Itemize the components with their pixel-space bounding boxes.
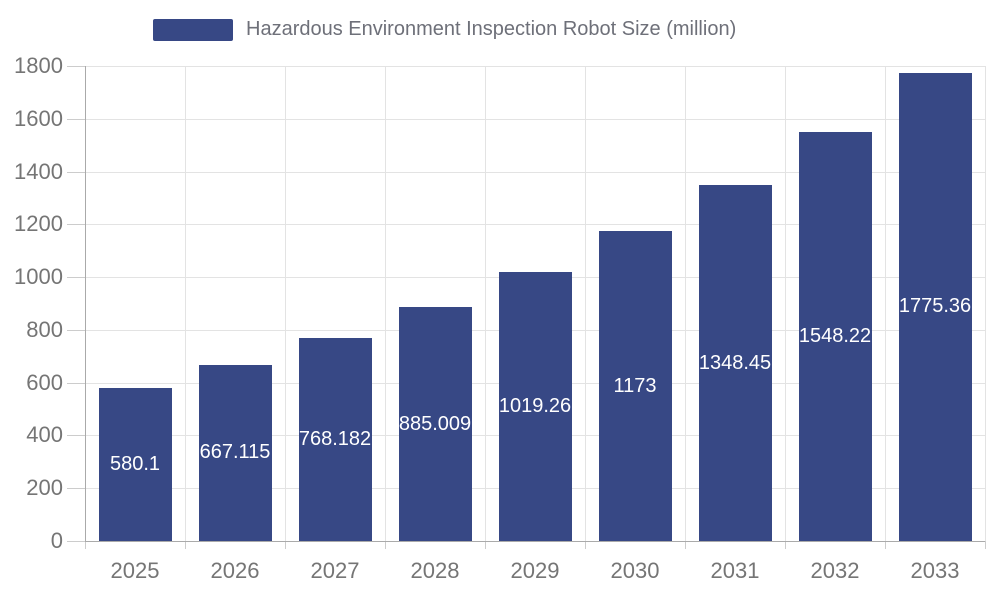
- x-axis-label: 2032: [810, 558, 860, 583]
- legend-item[interactable]: Hazardous Environment Inspection Robot S…: [153, 18, 736, 41]
- x-axis-tick: [285, 541, 286, 549]
- x-axis-tick: [885, 541, 886, 549]
- y-axis-tick: [67, 277, 85, 278]
- y-axis-label: 600: [26, 370, 63, 395]
- gridline-horizontal: [85, 172, 985, 173]
- x-axis-tick: [385, 541, 386, 549]
- y-axis-tick: [67, 541, 85, 542]
- y-axis-label: 1200: [14, 211, 63, 236]
- bar[interactable]: 1775.36: [898, 72, 972, 541]
- gridline-vertical: [985, 66, 986, 541]
- y-axis-label: 1600: [14, 106, 63, 131]
- y-axis-label: 800: [26, 317, 63, 342]
- y-axis-label: 200: [26, 475, 63, 500]
- bar-value-label: 1019.26: [498, 395, 572, 417]
- x-axis-label: 2030: [610, 558, 660, 583]
- gridline-horizontal: [85, 66, 985, 67]
- gridline-vertical: [285, 66, 286, 541]
- gridline-vertical: [585, 66, 586, 541]
- gridline-vertical: [685, 66, 686, 541]
- x-axis-label: 2025: [110, 558, 160, 583]
- x-axis-tick: [785, 541, 786, 549]
- bar-value-label: 667.115: [199, 441, 271, 464]
- gridline-vertical: [485, 66, 486, 541]
- y-axis-tick: [67, 224, 85, 225]
- bar-value-label: 1173: [613, 374, 657, 397]
- y-axis-label: 400: [26, 422, 63, 447]
- y-axis-label: 0: [50, 528, 63, 553]
- x-axis-label: 2027: [310, 558, 360, 583]
- bar[interactable]: 1019.26: [498, 272, 572, 541]
- y-axis-tick: [67, 330, 85, 331]
- x-axis-tick: [985, 541, 986, 549]
- x-axis-tick: [85, 541, 86, 549]
- x-axis-tick: [585, 541, 586, 549]
- gridline-horizontal: [85, 224, 985, 225]
- x-axis-label: 2033: [910, 558, 960, 583]
- gridline-vertical: [885, 66, 886, 541]
- x-axis-tick: [185, 541, 186, 549]
- legend-swatch: [153, 18, 233, 41]
- y-axis-tick: [67, 435, 85, 436]
- y-axis-label: 1400: [14, 159, 63, 184]
- bar-value-label: 1775.36: [898, 295, 972, 318]
- bar[interactable]: 1548.22: [798, 132, 872, 541]
- y-axis-line: [85, 66, 86, 541]
- y-axis-tick: [67, 383, 85, 384]
- bar[interactable]: 1348.45: [698, 185, 772, 541]
- y-axis-tick: [67, 66, 85, 67]
- gridline-vertical: [785, 66, 786, 541]
- y-axis-tick: [67, 488, 85, 489]
- y-axis-tick: [67, 119, 85, 120]
- x-axis-tick: [485, 541, 486, 549]
- bar-value-label: 1548.22: [798, 325, 872, 348]
- y-axis-tick: [67, 172, 85, 173]
- bar[interactable]: 667.115: [198, 364, 272, 541]
- bar[interactable]: 885.009: [398, 307, 472, 541]
- bar[interactable]: 1173: [598, 231, 672, 541]
- y-axis-label: 1800: [14, 53, 63, 78]
- legend-label: Hazardous Environment Inspection Robot S…: [246, 18, 737, 40]
- x-axis-label: 2028: [410, 558, 460, 583]
- x-axis-tick: [685, 541, 686, 549]
- bar-value-label: 1348.45: [698, 351, 772, 374]
- bar-value-label: 768.182: [298, 428, 372, 451]
- bar[interactable]: 580.1: [98, 387, 172, 541]
- bar-value-label: 580.1: [109, 452, 161, 475]
- y-axis-label: 1000: [14, 264, 63, 289]
- x-axis-label: 2029: [510, 558, 560, 583]
- bar-value-label: 885.009: [398, 412, 472, 435]
- gridline-vertical: [385, 66, 386, 541]
- x-axis-label: 2026: [210, 558, 260, 583]
- gridline-vertical: [185, 66, 186, 541]
- x-axis-label: 2031: [710, 558, 760, 583]
- bar[interactable]: 768.182: [298, 338, 372, 541]
- x-axis-line: [85, 541, 985, 542]
- gridline-horizontal: [85, 119, 985, 120]
